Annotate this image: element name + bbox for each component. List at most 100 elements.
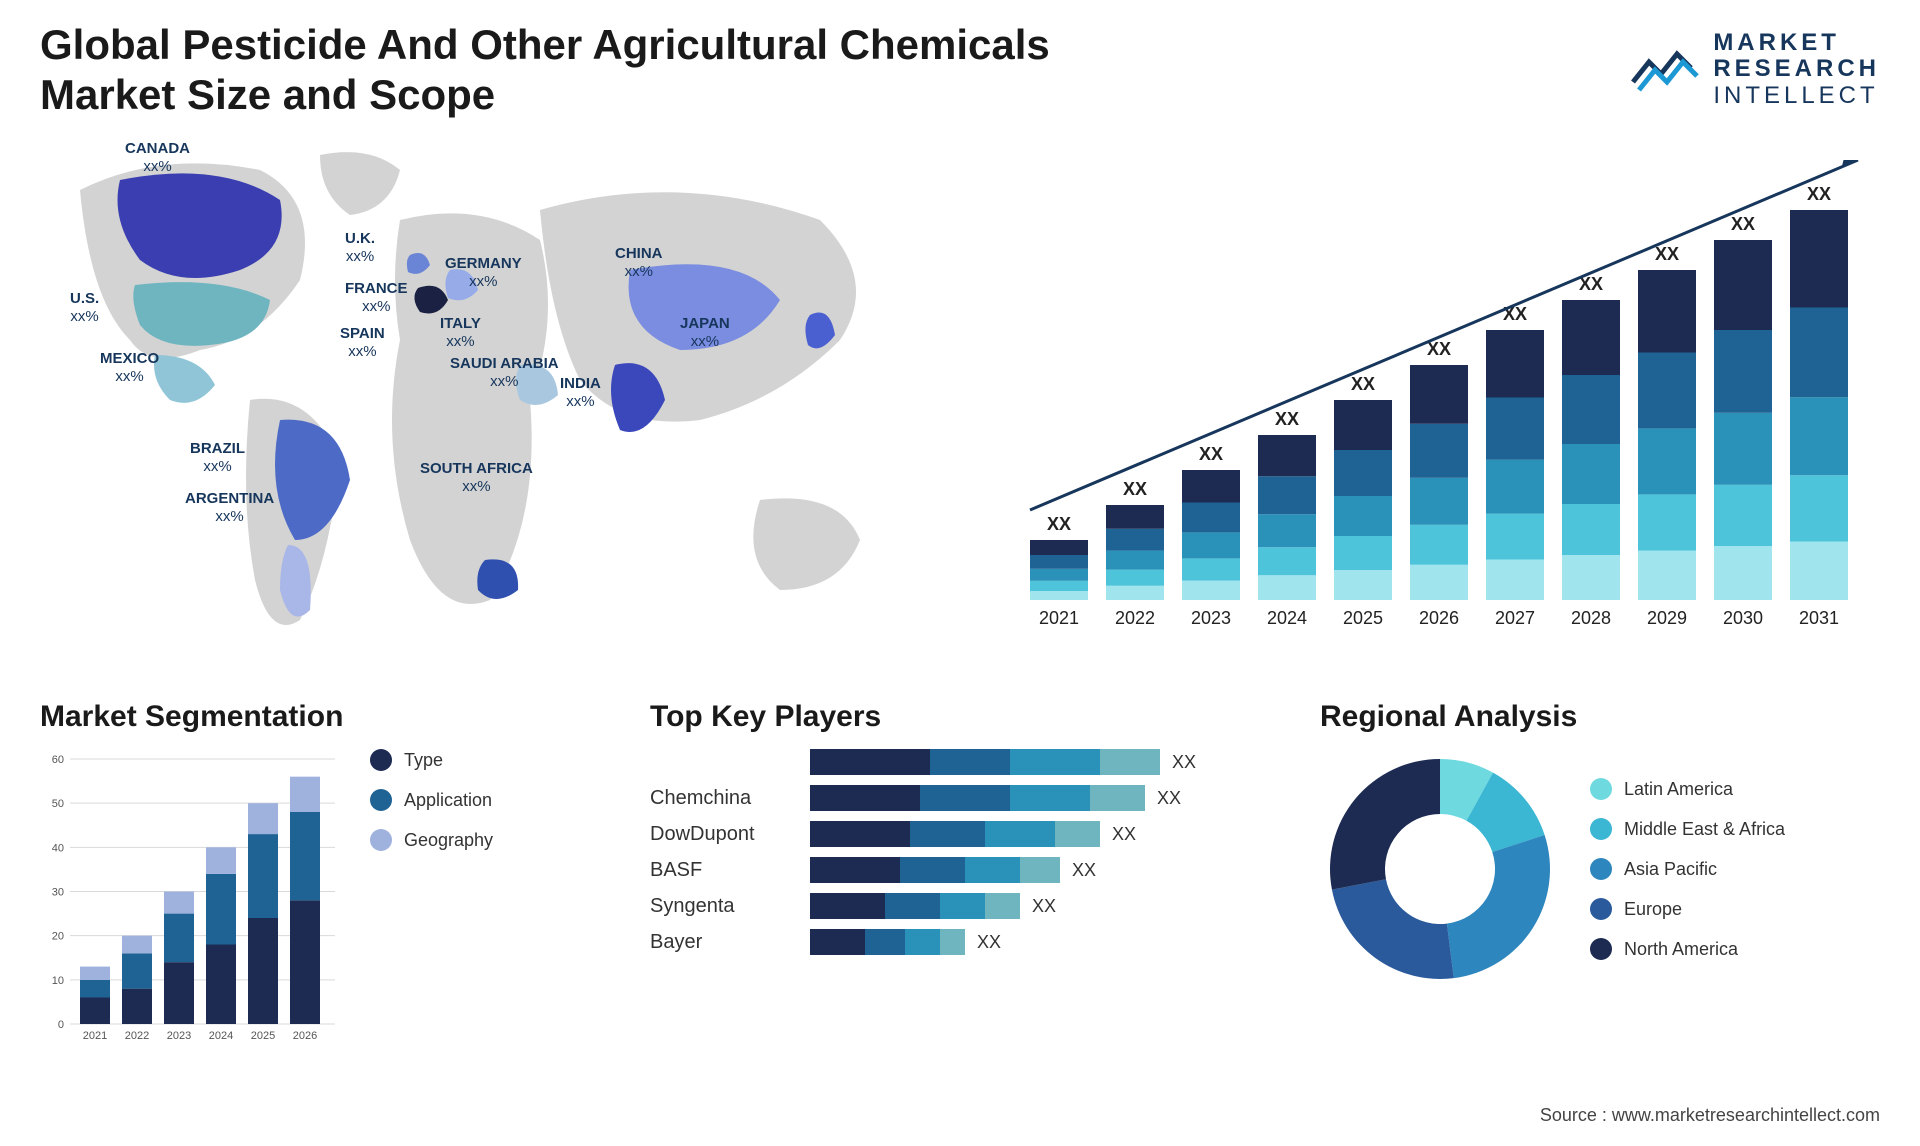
svg-text:2024: 2024 xyxy=(209,1030,233,1042)
svg-text:2022: 2022 xyxy=(1115,608,1155,628)
key-player-row: Bayer XX xyxy=(650,929,1270,955)
svg-text:2021: 2021 xyxy=(83,1030,107,1042)
legend-swatch xyxy=(1590,858,1612,880)
svg-text:20: 20 xyxy=(52,931,64,943)
map-label: U.K.xx% xyxy=(345,230,375,266)
svg-text:40: 40 xyxy=(52,842,64,854)
map-label: ITALYxx% xyxy=(440,315,481,351)
map-label: SOUTH AFRICAxx% xyxy=(420,460,533,496)
legend-item: Europe xyxy=(1590,898,1785,920)
svg-text:2023: 2023 xyxy=(167,1030,191,1042)
svg-text:2025: 2025 xyxy=(1343,608,1383,628)
svg-text:XX: XX xyxy=(1655,244,1679,264)
key-player-value: XX xyxy=(1157,788,1181,809)
svg-text:XX: XX xyxy=(1047,514,1071,534)
map-label: CHINAxx% xyxy=(615,245,663,281)
svg-text:2023: 2023 xyxy=(1191,608,1231,628)
world-map: CANADAxx%U.S.xx%MEXICOxx%BRAZILxx%ARGENT… xyxy=(40,140,940,660)
growth-chart-svg: XX 2021 XX 2022 XX 2023 XX 2024 XX 2025 XX 2026 XX 20… xyxy=(1010,160,1880,640)
legend-label: Middle East & Africa xyxy=(1624,819,1785,840)
key-player-label: BASF xyxy=(650,859,810,882)
svg-text:XX: XX xyxy=(1275,409,1299,429)
map-label: CANADAxx% xyxy=(125,140,190,176)
map-label: FRANCExx% xyxy=(345,280,408,316)
legend-swatch xyxy=(1590,778,1612,800)
key-players-title: Top Key Players xyxy=(650,700,1270,734)
growth-chart: XX 2021 XX 2022 XX 2023 XX 2024 XX 2025 XX 2026 XX 20… xyxy=(1010,160,1880,640)
segmentation-legend: TypeApplicationGeography xyxy=(370,749,493,1049)
key-player-bar: XX xyxy=(810,893,1270,919)
page-title: Global Pesticide And Other Agricultural … xyxy=(40,20,1090,121)
svg-text:XX: XX xyxy=(1351,374,1375,394)
svg-text:2027: 2027 xyxy=(1495,608,1535,628)
legend-swatch xyxy=(370,749,392,771)
legend-item: Type xyxy=(370,749,493,771)
svg-text:30: 30 xyxy=(52,887,64,899)
legend-label: Europe xyxy=(1624,899,1682,920)
svg-text:2029: 2029 xyxy=(1647,608,1687,628)
legend-item: Latin America xyxy=(1590,778,1785,800)
regional-section: Regional Analysis Latin AmericaMiddle Ea… xyxy=(1320,700,1880,989)
map-label: INDIAxx% xyxy=(560,375,601,411)
key-player-bar: XX xyxy=(810,785,1270,811)
logo-text: MARKET RESEARCH INTELLECT xyxy=(1713,30,1880,109)
key-player-bar: XX xyxy=(810,857,1270,883)
legend-label: Type xyxy=(404,750,443,771)
svg-text:2026: 2026 xyxy=(1419,608,1459,628)
svg-text:XX: XX xyxy=(1807,184,1831,204)
map-label: GERMANYxx% xyxy=(445,255,522,291)
legend-item: Geography xyxy=(370,829,493,851)
legend-swatch xyxy=(370,789,392,811)
legend-swatch xyxy=(370,829,392,851)
svg-text:2026: 2026 xyxy=(293,1030,317,1042)
svg-text:XX: XX xyxy=(1123,479,1147,499)
legend-label: Geography xyxy=(404,830,493,851)
key-player-value: XX xyxy=(1032,896,1056,917)
svg-text:2031: 2031 xyxy=(1799,608,1839,628)
key-player-label: Bayer xyxy=(650,931,810,954)
key-player-row: BASF XX xyxy=(650,857,1270,883)
key-player-label: Chemchina xyxy=(650,787,810,810)
legend-swatch xyxy=(1590,898,1612,920)
key-player-value: XX xyxy=(1112,824,1136,845)
svg-text:0: 0 xyxy=(58,1019,64,1031)
regional-donut-svg xyxy=(1320,749,1560,989)
legend-label: Asia Pacific xyxy=(1624,859,1717,880)
key-player-value: XX xyxy=(1072,860,1096,881)
svg-text:2028: 2028 xyxy=(1571,608,1611,628)
key-player-label: Syngenta xyxy=(650,895,810,918)
map-label: JAPANxx% xyxy=(680,315,730,351)
key-player-row: DowDupont XX xyxy=(650,821,1270,847)
legend-item: Middle East & Africa xyxy=(1590,818,1785,840)
segmentation-chart-svg: 0102030405060202120222023202420252026 xyxy=(40,749,340,1049)
svg-text:50: 50 xyxy=(52,798,64,810)
svg-text:XX: XX xyxy=(1199,444,1223,464)
map-label: MEXICOxx% xyxy=(100,350,159,386)
key-player-bar: XX xyxy=(810,749,1270,775)
key-player-value: XX xyxy=(1172,752,1196,773)
svg-text:2024: 2024 xyxy=(1267,608,1307,628)
map-label: SAUDI ARABIAxx% xyxy=(450,355,559,391)
key-player-bar: XX xyxy=(810,821,1270,847)
legend-swatch xyxy=(1590,938,1612,960)
svg-text:2021: 2021 xyxy=(1039,608,1079,628)
svg-text:2022: 2022 xyxy=(125,1030,149,1042)
key-player-value: XX xyxy=(977,932,1001,953)
segmentation-section: Market Segmentation 0 10 20 30 40 50 60 2021 202… xyxy=(40,700,600,1049)
key-player-row: Syngenta XX xyxy=(650,893,1270,919)
world-map-svg xyxy=(40,140,940,660)
key-player-label: DowDupont xyxy=(650,823,810,846)
source-credit: Source : www.marketresearchintellect.com xyxy=(1540,1105,1880,1126)
svg-text:10: 10 xyxy=(52,975,64,987)
map-label: U.S.xx% xyxy=(70,290,99,326)
svg-text:60: 60 xyxy=(52,754,64,766)
map-label: SPAINxx% xyxy=(340,325,385,361)
regional-legend: Latin America Middle East & Africa Asia Pa… xyxy=(1590,778,1785,960)
segmentation-title: Market Segmentation xyxy=(40,700,600,734)
key-player-row: XX xyxy=(650,749,1270,775)
legend-item: North America xyxy=(1590,938,1785,960)
brand-logo: MARKET RESEARCH INTELLECT xyxy=(1631,30,1880,109)
key-players-section: Top Key Players XX Chemchina XX DowDupont XX… xyxy=(650,700,1270,965)
map-label: BRAZILxx% xyxy=(190,440,245,476)
legend-item: Asia Pacific xyxy=(1590,858,1785,880)
